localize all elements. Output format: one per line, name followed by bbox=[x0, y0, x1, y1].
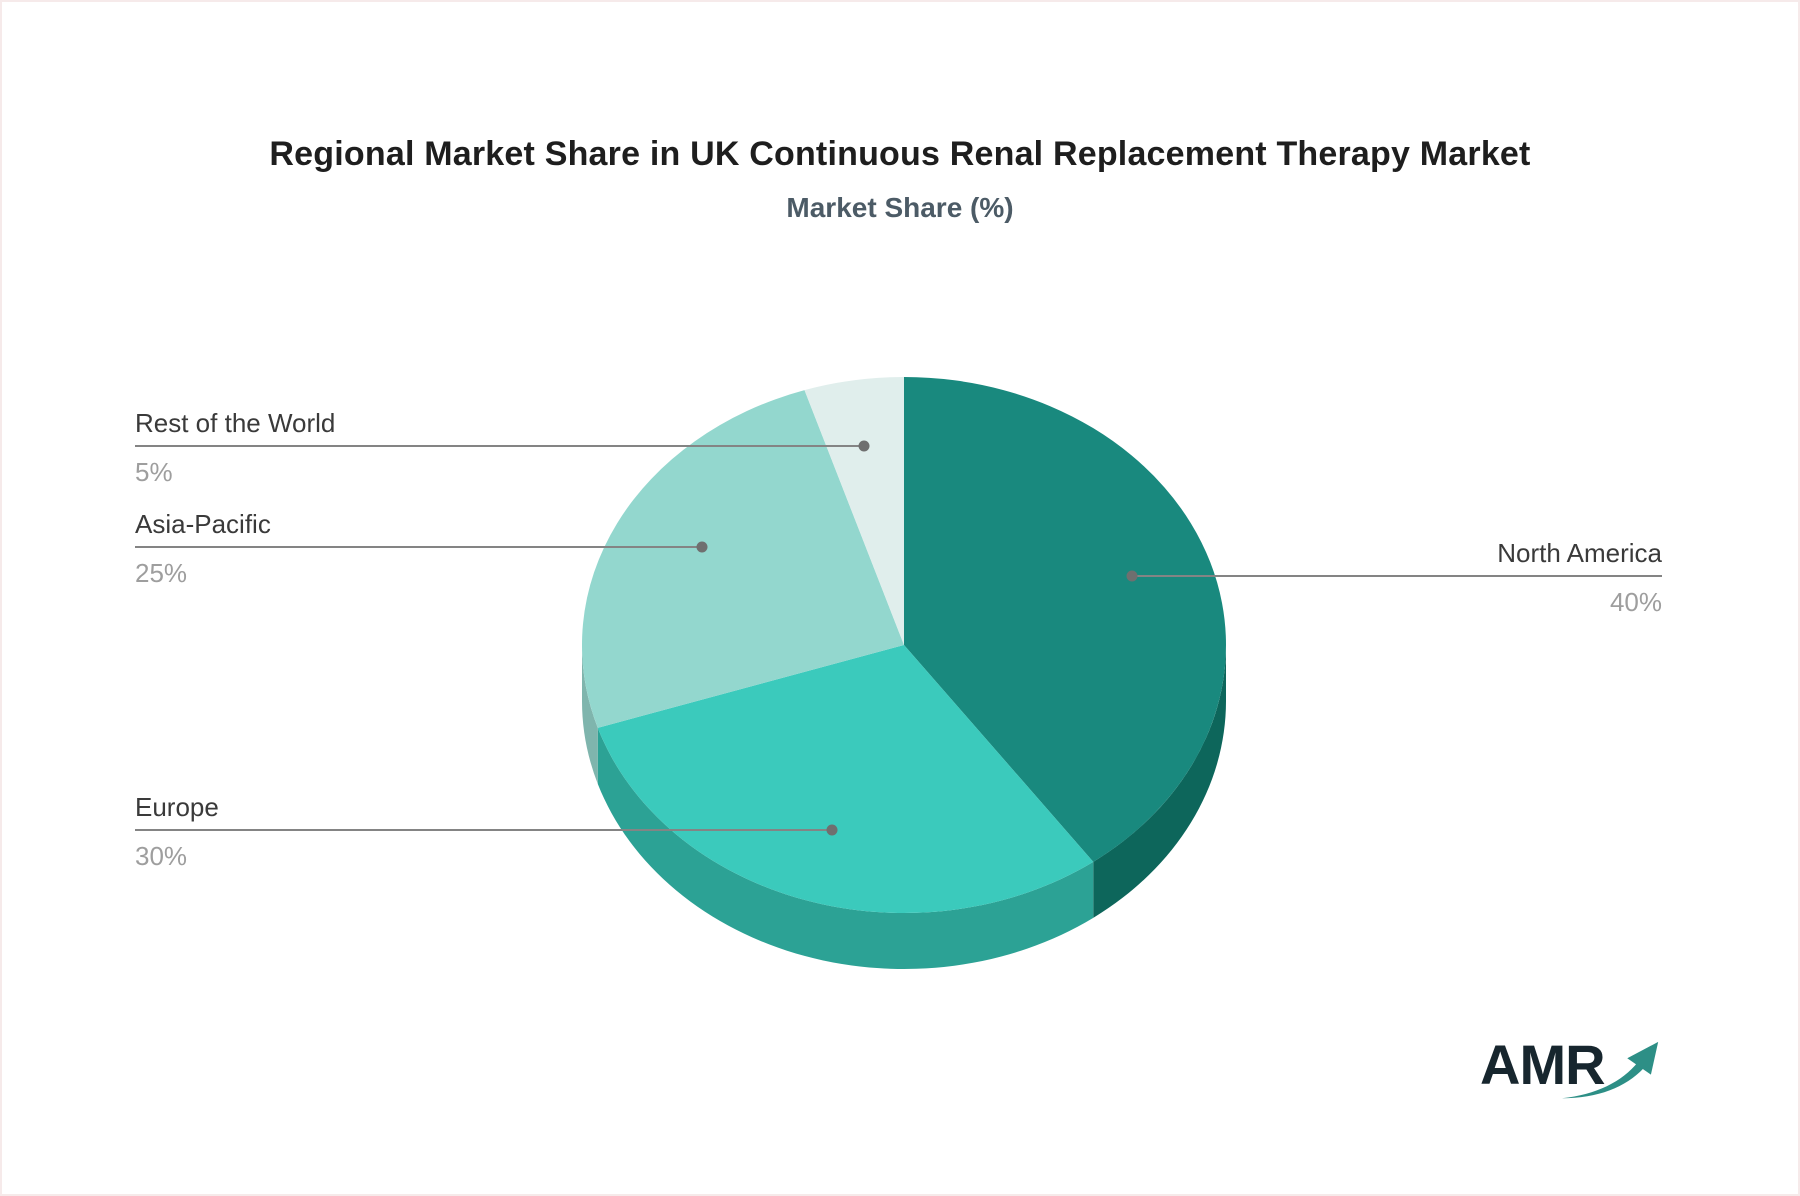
leader-dot-asia-pacific bbox=[696, 541, 708, 553]
pie-slice-side-europe bbox=[597, 727, 1094, 970]
pie-slice-europe[interactable] bbox=[597, 645, 1094, 913]
logo-arrow-icon bbox=[1561, 1041, 1659, 1099]
pie-slice-side-north-america bbox=[1093, 645, 1226, 918]
leader-dot-north-america bbox=[1126, 570, 1138, 582]
amr-logo: AMR bbox=[1480, 1032, 1680, 1116]
pie-slice-rest-of-the-world[interactable] bbox=[804, 377, 904, 645]
pie-slice-asia-pacific[interactable] bbox=[582, 390, 904, 728]
chart-subtitle: Market Share (%) bbox=[786, 192, 1014, 223]
chart-title: Regional Market Share in UK Continuous R… bbox=[269, 135, 1531, 173]
pie-slice-north-america[interactable] bbox=[904, 377, 1226, 862]
leader-dot-europe bbox=[826, 824, 838, 836]
logo-text: AMR bbox=[1480, 1033, 1606, 1096]
pie-slice-side-asia-pacific bbox=[582, 645, 598, 784]
leader-dot-rest-of-the-world bbox=[858, 440, 870, 452]
